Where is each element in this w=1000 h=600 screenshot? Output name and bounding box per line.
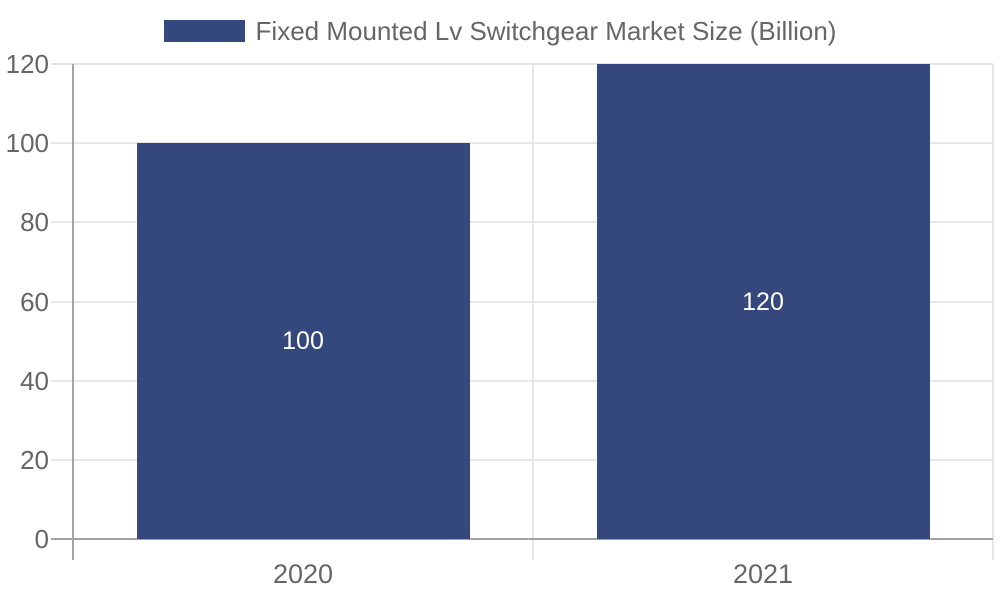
- legend-label: Fixed Mounted Lv Switchgear Market Size …: [255, 16, 837, 46]
- gridline-horizontal: [51, 142, 993, 145]
- y-tick-label: 40: [20, 365, 49, 396]
- gridline-horizontal: [51, 458, 993, 461]
- plot-area: 100 120: [51, 63, 994, 560]
- bar-2021[interactable]: [596, 64, 930, 539]
- y-tick-label: 60: [20, 286, 49, 317]
- legend-swatch: [163, 20, 245, 42]
- gridline-vertical: [532, 64, 534, 560]
- y-tick-label: 120: [5, 49, 49, 79]
- x-tick-label: 2020: [272, 559, 334, 589]
- y-tick-label: 20: [20, 444, 49, 475]
- gridline-horizontal: [51, 300, 993, 303]
- gridline-horizontal: [51, 63, 993, 65]
- x-tick-label: 2021: [732, 559, 794, 589]
- gridline-vertical: [992, 64, 994, 560]
- gridline-horizontal: [51, 221, 993, 224]
- y-tick-label: 0: [34, 524, 49, 554]
- y-axis-line: [72, 64, 74, 560]
- bar-value-label: 120: [742, 287, 784, 316]
- y-tick-label: 80: [20, 207, 49, 238]
- gridline-horizontal: [51, 379, 993, 382]
- bar-2020[interactable]: [136, 143, 470, 539]
- y-tick-label: 100: [5, 128, 49, 159]
- bar-value-label: 100: [282, 327, 324, 356]
- legend[interactable]: Fixed Mounted Lv Switchgear Market Size …: [0, 16, 1000, 46]
- x-axis-line: [51, 538, 993, 540]
